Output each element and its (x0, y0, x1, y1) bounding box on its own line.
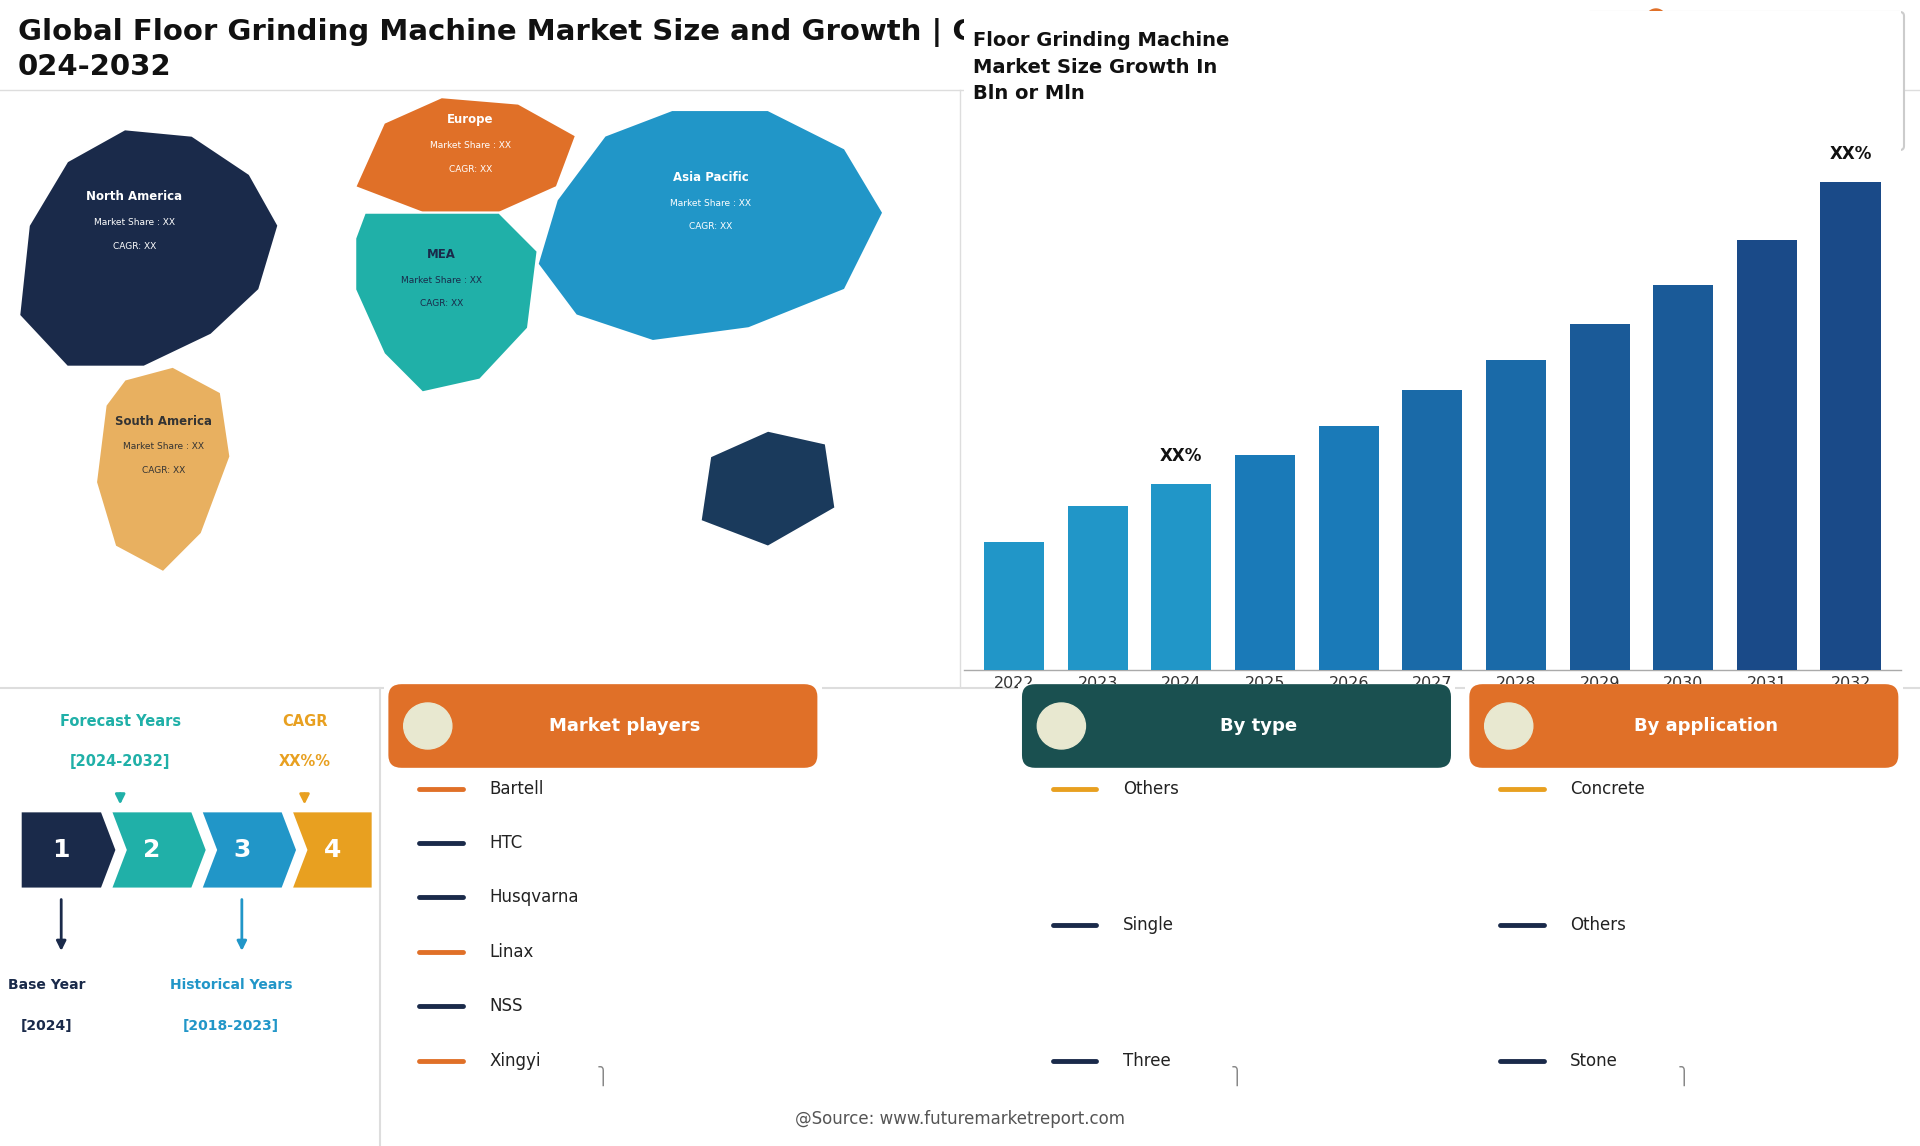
Text: Husqvarna: Husqvarna (490, 888, 578, 906)
Text: CAGR: XX: CAGR: XX (449, 165, 492, 173)
Bar (1319, 426, 1379, 670)
Text: Market Share : XX: Market Share : XX (670, 198, 751, 207)
FancyBboxPatch shape (1586, 11, 1905, 150)
Bar (1402, 391, 1463, 670)
Text: Bartell: Bartell (490, 779, 543, 798)
Text: Market Share : XX: Market Share : XX (123, 442, 204, 452)
Text: MEA: MEA (426, 248, 457, 261)
Text: By type: By type (1219, 717, 1296, 735)
Text: [2024-2032]: [2024-2032] (69, 754, 171, 769)
Text: Xingyi: Xingyi (490, 1052, 541, 1069)
Text: South America: South America (115, 415, 211, 427)
Circle shape (1037, 702, 1085, 749)
Circle shape (403, 702, 451, 749)
Text: [2024]: [2024] (21, 1019, 73, 1033)
FancyBboxPatch shape (1014, 680, 1459, 1107)
Text: 4: 4 (323, 838, 342, 862)
Text: 3: 3 (232, 838, 250, 862)
Text: 2: 2 (142, 838, 159, 862)
Polygon shape (21, 811, 117, 888)
Polygon shape (355, 97, 576, 213)
Polygon shape (1605, 19, 1688, 87)
Polygon shape (538, 110, 883, 342)
Text: XX%: XX% (1160, 447, 1202, 464)
Text: Linax: Linax (490, 943, 534, 960)
Polygon shape (19, 129, 278, 367)
Bar (1820, 182, 1882, 670)
Circle shape (1484, 702, 1532, 749)
Text: Single: Single (1123, 916, 1173, 934)
Text: FUTURE MARKET REPORT: FUTURE MARKET REPORT (1736, 103, 1876, 113)
Text: Market Share : XX: Market Share : XX (94, 218, 175, 227)
FancyBboxPatch shape (1021, 684, 1452, 768)
Polygon shape (292, 811, 372, 888)
Text: ⎫: ⎫ (1678, 1066, 1690, 1085)
Text: ⎫: ⎫ (597, 1066, 609, 1085)
Text: NSS: NSS (490, 997, 522, 1015)
Text: XX%: XX% (1830, 144, 1872, 163)
Text: @Source: www.futuremarketreport.com: @Source: www.futuremarketreport.com (795, 1110, 1125, 1128)
FancyBboxPatch shape (1461, 680, 1907, 1107)
FancyBboxPatch shape (380, 680, 826, 1107)
Circle shape (1630, 38, 1667, 74)
Text: Forecast Years: Forecast Years (60, 714, 180, 729)
Text: Others: Others (1571, 916, 1626, 934)
Text: CAGR: XX: CAGR: XX (113, 242, 156, 251)
Text: 024-2032: 024-2032 (17, 53, 171, 81)
Text: Floor Grinding Machine
Market Size Growth In
Bln or Mln: Floor Grinding Machine Market Size Growt… (973, 31, 1229, 103)
Text: Historical Years: Historical Years (169, 979, 292, 992)
Text: Europe: Europe (447, 113, 493, 126)
Bar (1235, 455, 1296, 670)
Polygon shape (701, 431, 835, 547)
Text: Market Share : XX: Market Share : XX (430, 141, 511, 150)
Text: [2018-2023]: [2018-2023] (182, 1019, 278, 1033)
Bar (1068, 507, 1127, 670)
Text: Three: Three (1123, 1052, 1171, 1069)
Text: Market players: Market players (549, 717, 701, 735)
Text: Others: Others (1123, 779, 1179, 798)
FancyBboxPatch shape (388, 684, 818, 768)
Text: Market Share : XX: Market Share : XX (401, 275, 482, 284)
Bar (1569, 323, 1630, 670)
Bar (1486, 360, 1546, 670)
Polygon shape (355, 213, 538, 392)
Text: CAGR: XX: CAGR: XX (689, 222, 732, 231)
Text: Asia Pacific: Asia Pacific (672, 171, 749, 183)
Bar (1653, 285, 1713, 670)
FancyBboxPatch shape (1469, 684, 1899, 768)
Text: FMR: FMR (1755, 49, 1830, 78)
Bar (1738, 241, 1797, 670)
Polygon shape (111, 811, 207, 888)
Text: Base Year: Base Year (8, 979, 84, 992)
Bar (983, 542, 1044, 670)
Circle shape (1645, 9, 1667, 29)
Polygon shape (202, 811, 298, 888)
Bar (1152, 484, 1212, 670)
Text: XX%%: XX%% (278, 754, 330, 769)
Text: ⎫: ⎫ (1231, 1066, 1242, 1085)
Text: North America: North America (86, 190, 182, 203)
Text: 1: 1 (52, 838, 69, 862)
Text: HTC: HTC (490, 834, 522, 853)
Text: CAGR: XX: CAGR: XX (420, 299, 463, 308)
Text: CAGR: CAGR (282, 714, 326, 729)
Text: Global Floor Grinding Machine Market Size and Growth | CAGR Forecast 2: Global Floor Grinding Machine Market Siz… (17, 18, 1225, 47)
Text: Stone: Stone (1571, 1052, 1619, 1069)
Text: CAGR: XX: CAGR: XX (142, 466, 184, 476)
Text: Concrete: Concrete (1571, 779, 1645, 798)
Text: By application: By application (1634, 717, 1778, 735)
Polygon shape (96, 367, 230, 572)
